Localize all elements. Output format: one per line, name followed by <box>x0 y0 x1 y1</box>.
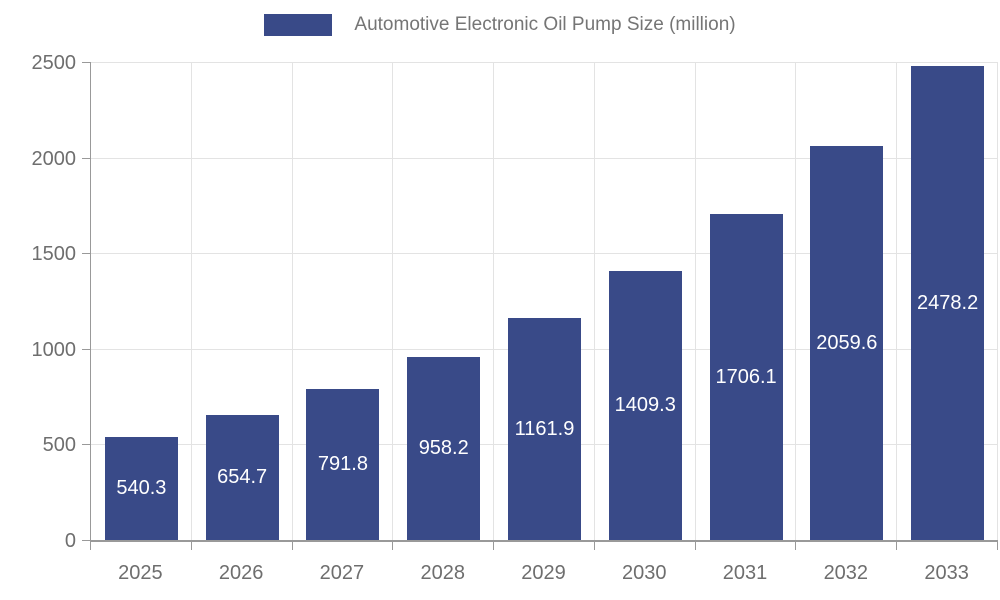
v-gridline <box>997 62 998 540</box>
x-axis-tick-label: 2029 <box>521 562 566 584</box>
x-axis-tick <box>291 542 293 550</box>
bar-value-label: 2478.2 <box>917 292 979 315</box>
x-axis-tick <box>694 542 696 550</box>
bar[interactable]: 791.8 <box>306 388 380 540</box>
h-gridline <box>91 62 998 63</box>
bar-value-label: 2059.6 <box>816 332 878 355</box>
y-axis-tick <box>82 253 90 255</box>
x-axis-tick-label: 2026 <box>218 562 264 584</box>
y-axis-tick-label: 2000 <box>31 147 77 170</box>
y-axis-tick <box>82 157 90 159</box>
bar[interactable]: 1409.3 <box>608 270 682 540</box>
legend-swatch <box>264 14 333 36</box>
x-axis-tick <box>997 542 998 550</box>
v-gridline <box>291 62 293 540</box>
bar[interactable]: 1706.1 <box>709 213 783 540</box>
x-axis-tick <box>593 542 595 550</box>
h-gridline <box>91 253 998 255</box>
x-axis-tick-label: 2027 <box>319 562 365 584</box>
bar-value-label: 1409.3 <box>614 394 676 417</box>
bar[interactable]: 2059.6 <box>810 146 884 540</box>
bar[interactable]: 2478.2 <box>911 66 985 540</box>
v-gridline <box>392 62 394 540</box>
y-axis-tick-label: 0 <box>64 530 76 552</box>
h-gridline <box>91 157 998 159</box>
y-axis-tick <box>82 444 90 446</box>
bar-value-label: 540.3 <box>116 477 167 500</box>
bar[interactable]: 1161.9 <box>508 317 581 540</box>
y-axis-tick-label: 500 <box>42 434 76 457</box>
v-gridline <box>694 62 696 540</box>
bar-value-label: 791.8 <box>317 453 368 476</box>
bar-value-label: 1706.1 <box>715 365 777 388</box>
v-gridline <box>493 62 495 540</box>
y-axis-tick <box>82 348 90 350</box>
bar[interactable]: 958.2 <box>407 356 481 540</box>
x-axis-tick <box>392 542 394 550</box>
x-axis-tick <box>896 542 898 550</box>
x-axis-tick <box>493 542 495 550</box>
bar[interactable]: 654.7 <box>205 414 279 540</box>
y-axis-tick-label: 1000 <box>31 338 77 361</box>
x-axis-tick-label: 2033 <box>924 562 969 584</box>
y-axis-tick-label: 1500 <box>31 243 77 266</box>
legend[interactable]: Automotive Electronic Oil Pump Size (mil… <box>0 14 1000 36</box>
y-axis-tick <box>82 540 90 541</box>
x-axis-tick <box>795 542 797 550</box>
bar-value-label: 958.2 <box>418 437 469 460</box>
y-axis-tick-label: 2500 <box>31 52 77 74</box>
x-axis-tick <box>190 542 192 550</box>
x-axis-tick-label: 2031 <box>722 562 768 584</box>
y-axis-tick <box>82 62 90 63</box>
plot-area: 540.3 654.7 791.8 958.2 1161.9 1409.3 1706.1 20… <box>90 62 998 542</box>
x-axis-tick <box>90 542 91 550</box>
x-axis-tick-label: 2032 <box>823 562 869 584</box>
x-axis-tick-label: 2028 <box>420 562 465 584</box>
v-gridline <box>896 62 898 540</box>
x-axis-tick-label: 2025 <box>118 562 163 584</box>
v-gridline <box>190 62 192 540</box>
x-axis-tick-label: 2030 <box>622 562 667 584</box>
v-gridline <box>795 62 797 540</box>
bar[interactable]: 540.3 <box>104 436 178 540</box>
v-gridline <box>593 62 595 540</box>
legend-label: Automotive Electronic Oil Pump Size (mil… <box>354 14 736 35</box>
bar-value-label: 1161.9 <box>514 417 575 440</box>
bar-value-label: 654.7 <box>217 466 268 489</box>
